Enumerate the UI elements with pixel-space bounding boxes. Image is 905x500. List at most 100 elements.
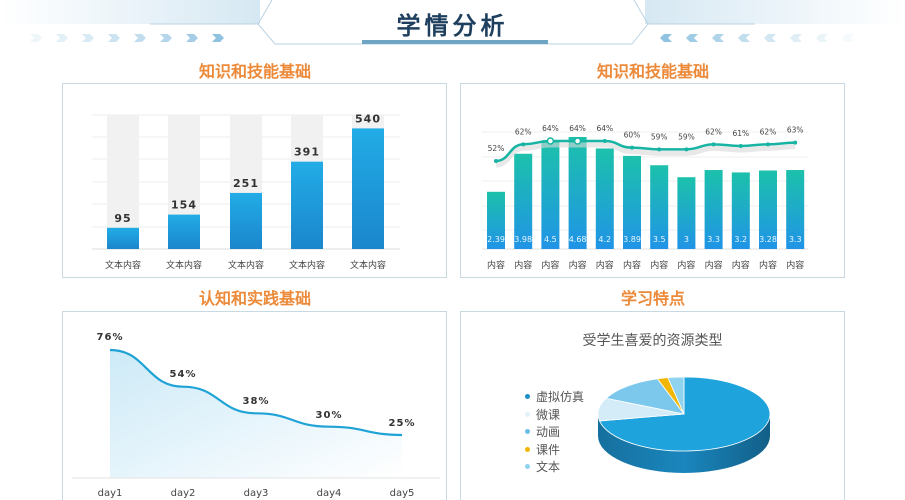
line-point <box>766 142 770 147</box>
category-label: 内容 <box>541 259 559 271</box>
bar <box>786 170 805 249</box>
bar <box>759 170 777 249</box>
bar-value-label: 4.68 <box>569 235 587 244</box>
bar-value-label: 540 <box>355 112 381 125</box>
category-label: 文本内容 <box>166 259 202 271</box>
line-point <box>546 137 555 145</box>
legend-label: 微课 <box>536 407 561 422</box>
pie-slice <box>598 376 771 452</box>
line-value-label: 59% <box>651 132 668 141</box>
line-value-label: 61% <box>732 129 749 138</box>
bar-value-label: 4.5 <box>544 235 557 244</box>
line-value-label: 52% <box>488 144 505 153</box>
category-label: 文本内容 <box>289 259 325 271</box>
header-decoration <box>0 0 905 45</box>
line-point <box>573 137 582 145</box>
line-value-label: 64% <box>542 124 559 133</box>
category-label: 内容 <box>623 259 641 271</box>
legend-label: 课件 <box>536 442 561 457</box>
line-point <box>521 142 526 147</box>
area-value-label: 54% <box>170 369 197 380</box>
bar <box>487 191 505 249</box>
bar-value-label: 3.98 <box>514 235 532 244</box>
category-label: 内容 <box>596 259 614 271</box>
x-axis-label: day3 <box>244 488 269 499</box>
pie-chart-title: 受学生喜爱的资源类型 <box>582 333 723 349</box>
area-value-label: 38% <box>243 396 270 407</box>
legend-dot-icon <box>525 446 530 452</box>
line-value-label: 62% <box>760 127 777 136</box>
bar-value-label: 3.5 <box>653 235 666 244</box>
section-title-learning-traits: 学习特点 <box>620 289 685 308</box>
bar <box>650 165 669 249</box>
bar <box>352 128 384 249</box>
category-label: 内容 <box>732 259 750 271</box>
category-label: 内容 <box>650 259 668 271</box>
bar-value-label: 251 <box>233 177 259 190</box>
category-label: 内容 <box>487 259 505 271</box>
line-point <box>602 139 607 143</box>
category-label: 内容 <box>705 259 723 271</box>
category-label: 内容 <box>786 259 804 271</box>
bar-value-label: 3 <box>684 235 689 244</box>
category-label: 内容 <box>759 259 777 271</box>
bar <box>704 170 723 249</box>
line-point <box>684 147 689 152</box>
x-axis-label: day5 <box>390 488 415 499</box>
line-value-label: 63% <box>787 126 804 135</box>
bar-value-label: 95 <box>114 212 131 225</box>
legend-dot-icon <box>525 394 530 400</box>
line-value-label: 64% <box>596 124 613 133</box>
bar <box>623 155 641 249</box>
bar-value-label: 391 <box>294 146 320 159</box>
legend-item-text[interactable]: 文本 <box>525 458 584 476</box>
x-axis-label: day2 <box>171 488 196 499</box>
bar-value-label: 3.28 <box>759 235 777 244</box>
bar <box>595 148 614 249</box>
bar <box>568 137 587 249</box>
line-value-label: 59% <box>678 132 695 141</box>
bar <box>291 161 323 249</box>
header-banner: 学情分析 <box>0 0 905 50</box>
area-value-label: 30% <box>316 410 343 421</box>
legend-dot-icon <box>525 429 530 435</box>
bar <box>541 141 560 249</box>
x-axis-label: day4 <box>317 488 342 499</box>
section-title-skills-2: 知识和技能基础 <box>596 62 709 81</box>
bar-value-label: 3.3 <box>707 235 720 244</box>
x-axis-label: day1 <box>98 488 123 499</box>
bar <box>677 177 696 249</box>
bar-value-label: 3.89 <box>623 235 641 244</box>
bar-value-label: 3.3 <box>789 235 802 244</box>
bar <box>107 227 139 249</box>
section-title-cognition: 认知和实践基础 <box>198 289 311 308</box>
legend-item-microlecture[interactable]: 微课 <box>525 406 584 424</box>
category-label: 文本内容 <box>228 259 264 271</box>
legend-label: 文本 <box>536 460 561 475</box>
pie-slice <box>667 376 685 415</box>
area-value-label: 25% <box>389 418 416 429</box>
legend-item-virtual-sim[interactable]: 虚拟仿真 <box>525 388 584 406</box>
bar-value-label: 2.39 <box>487 235 505 244</box>
bar <box>230 192 262 249</box>
legend-label: 动画 <box>536 425 561 440</box>
area-value-label: 76% <box>97 332 124 343</box>
line-point <box>657 147 662 152</box>
bar-value-label: 154 <box>171 199 197 212</box>
bar <box>168 214 200 249</box>
bar <box>514 153 533 249</box>
category-label: 内容 <box>569 259 587 271</box>
legend-dot-icon <box>525 411 530 417</box>
legend-label: 虚拟仿真 <box>536 390 585 405</box>
line-point <box>711 142 716 147</box>
pie-slice <box>605 378 685 415</box>
section-title-skills: 知识和技能基础 <box>198 62 311 81</box>
legend-item-courseware[interactable]: 课件 <box>525 441 584 459</box>
legend-dot-icon <box>525 464 530 470</box>
legend-item-animation[interactable]: 动画 <box>525 423 584 441</box>
category-label: 内容 <box>514 259 532 271</box>
